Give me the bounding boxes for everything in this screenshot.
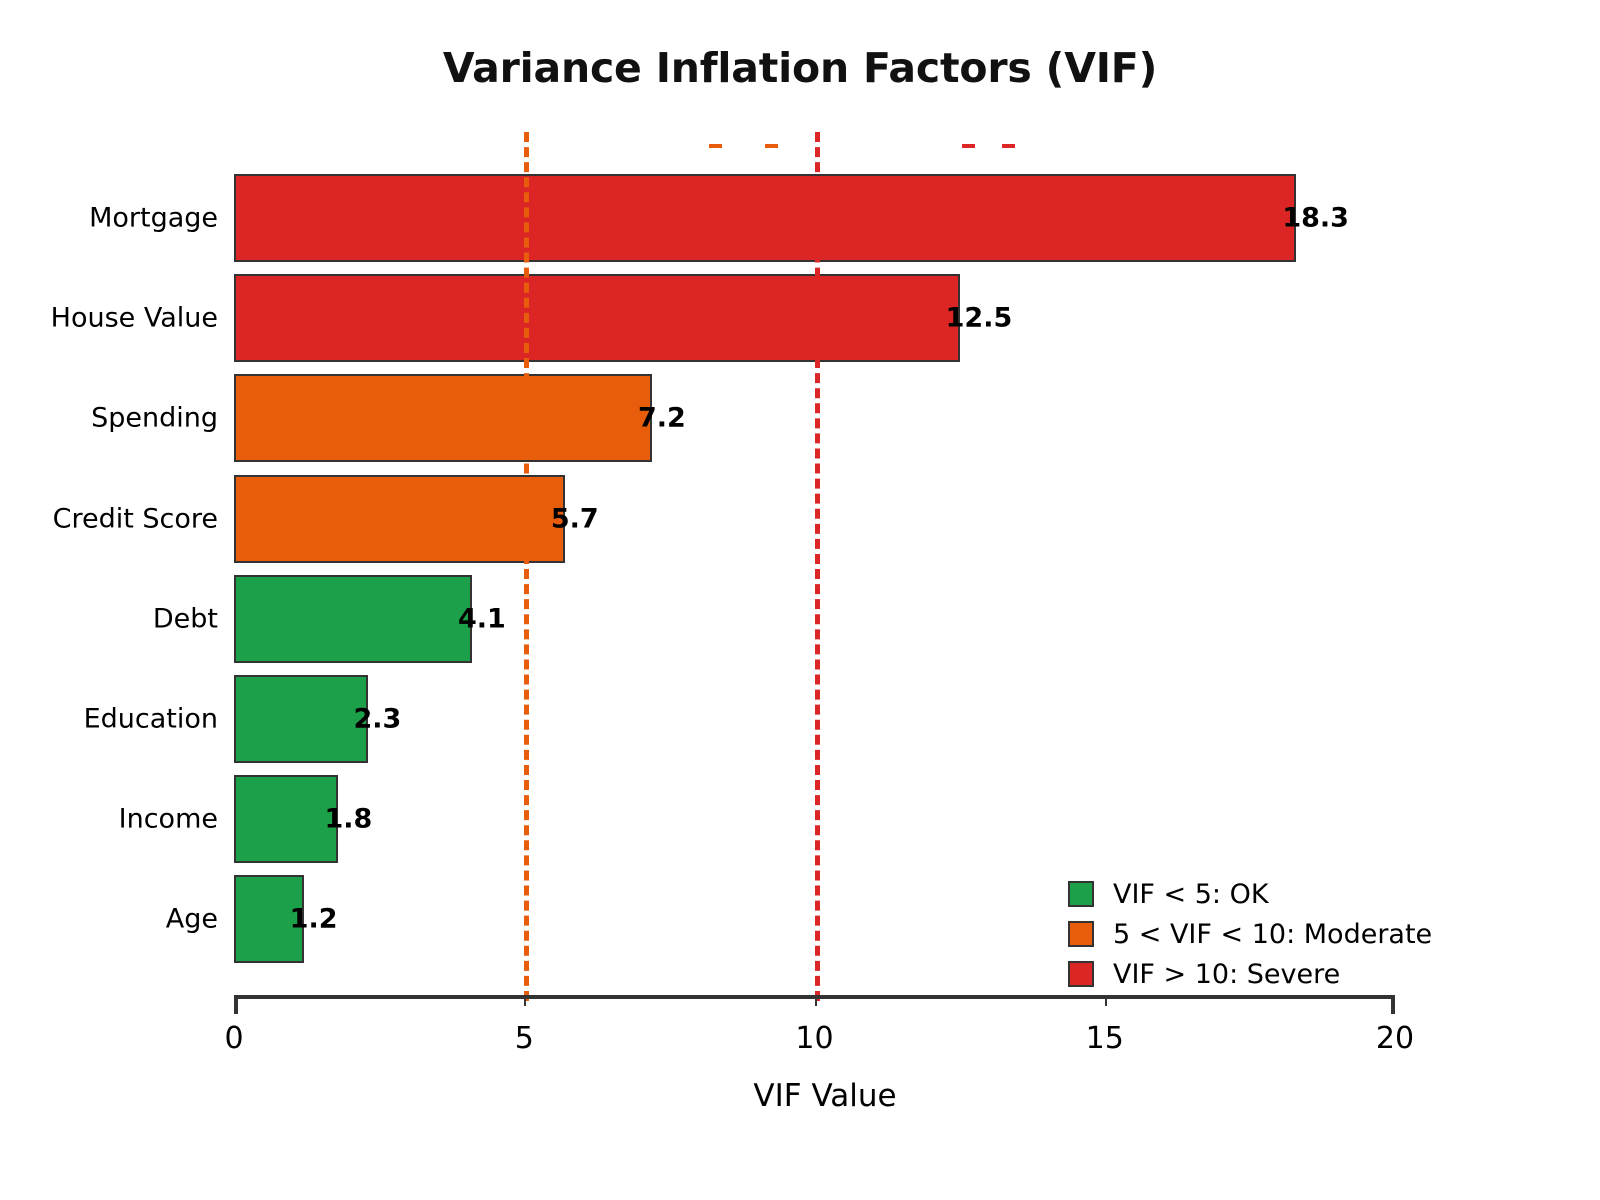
- x-tick-label-15: 15: [1085, 1021, 1124, 1056]
- clipped-dash-fragment: [765, 144, 778, 148]
- bar-row: 7.2: [234, 374, 1395, 463]
- x-tick-label-5: 5: [514, 1021, 534, 1056]
- x-tick-label-0: 0: [224, 1021, 244, 1056]
- y-tick-label-debt: Debt: [152, 603, 218, 635]
- x-tick-label-20: 20: [1375, 1021, 1415, 1056]
- bar-value-label: 2.3: [353, 703, 402, 735]
- bar-debt[interactable]: [234, 574, 472, 663]
- bar-income[interactable]: [234, 775, 339, 864]
- legend-label: 5 < VIF < 10: Moderate: [1113, 918, 1433, 950]
- y-tick-label-spending: Spending: [91, 402, 218, 434]
- bar-row: 5.7: [234, 474, 1395, 563]
- bar-value-label: 1.8: [324, 803, 373, 835]
- bar-value-label: 4.1: [458, 603, 506, 635]
- bar-age[interactable]: [234, 875, 304, 964]
- y-tick-label-mortgage: Mortgage: [89, 202, 218, 234]
- x-axis-end-cap: [234, 995, 238, 1014]
- x-tick-mark: [814, 995, 817, 1006]
- y-tick-label-house-value: House Value: [50, 302, 218, 334]
- bar-row: 18.3: [234, 174, 1395, 262]
- bar-value-label: 12.5: [945, 302, 1013, 334]
- legend-item[interactable]: VIF < 5: OK: [1068, 876, 1432, 912]
- x-axis-title: VIF Value: [753, 1078, 897, 1114]
- legend-label: VIF > 10: Severe: [1113, 958, 1341, 990]
- bar-row: 1.8: [234, 775, 1395, 864]
- bar-mortgage[interactable]: [234, 174, 1297, 262]
- x-tick-label-10: 10: [795, 1021, 834, 1056]
- chart-legend: VIF < 5: OK 5 < VIF < 10: Moderate VIF > 1…: [1068, 876, 1432, 992]
- bar-row: 2.3: [234, 675, 1395, 763]
- bar-value-label: 18.3: [1282, 202, 1349, 234]
- bar-value-label: 1.2: [289, 903, 338, 935]
- x-axis-end-cap: [1391, 995, 1395, 1014]
- clipped-dash-fragment: [1002, 144, 1015, 148]
- bar-credit-score[interactable]: [234, 474, 565, 563]
- legend-swatch-icon: [1068, 881, 1094, 907]
- legend-swatch-icon: [1068, 921, 1094, 947]
- bar-value-label: 7.2: [637, 402, 686, 434]
- legend-swatch-icon: [1068, 961, 1094, 987]
- bar-education[interactable]: [234, 675, 368, 763]
- threshold-line-10: [814, 132, 820, 1001]
- y-tick-label-income: Income: [118, 803, 218, 835]
- legend-item[interactable]: 5 < VIF < 10: Moderate: [1068, 916, 1432, 952]
- legend-label: VIF < 5: OK: [1113, 878, 1269, 910]
- clipped-dash-fragment: [962, 144, 975, 148]
- x-tick-mark: [524, 995, 527, 1006]
- chart-title: Variance Inflation Factors (VIF): [442, 44, 1158, 92]
- x-tick-mark: [1104, 995, 1107, 1006]
- bar-spending[interactable]: [234, 374, 652, 463]
- bar-house-value[interactable]: [234, 274, 960, 363]
- bar-value-label: 5.7: [550, 503, 599, 535]
- bar-row: 1.2: [234, 875, 1395, 964]
- bar-row: 4.1: [234, 574, 1395, 663]
- threshold-line-5: [524, 132, 530, 1001]
- legend-item[interactable]: VIF > 10: Severe: [1068, 956, 1432, 992]
- clipped-dash-fragment: [709, 144, 722, 148]
- bar-row: 12.5: [234, 274, 1395, 363]
- y-tick-label-age: Age: [165, 903, 218, 935]
- plot-area: 18.3 12.5 7.2 5.7 4.1 2.3 1.8 1.2: [234, 132, 1395, 1001]
- y-tick-label-education: Education: [83, 703, 218, 735]
- y-tick-label-credit-score: Credit Score: [52, 503, 218, 535]
